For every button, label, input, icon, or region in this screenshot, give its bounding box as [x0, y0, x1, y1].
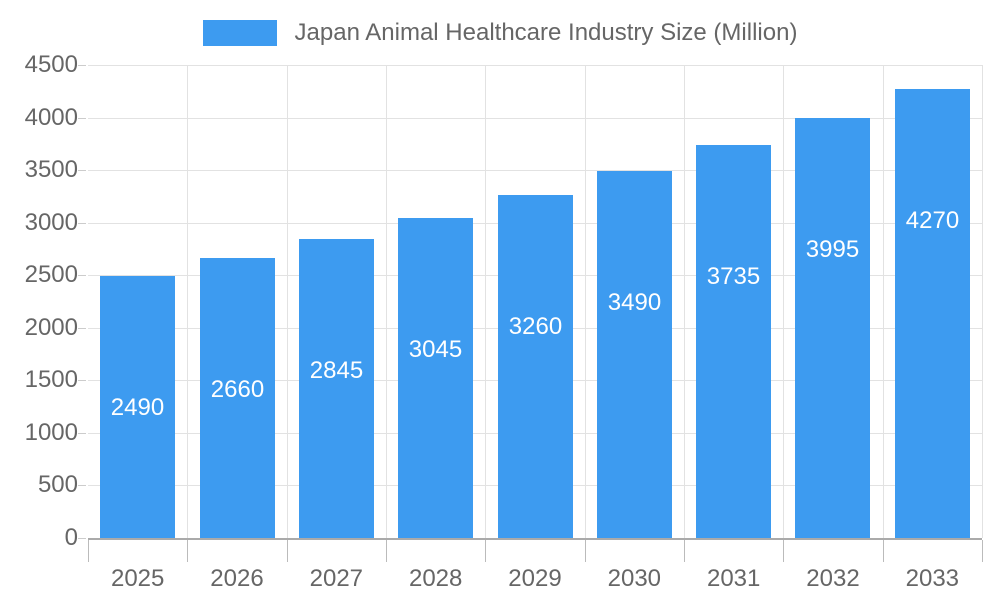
y-axis-tick-label: 2000: [24, 313, 78, 341]
y-axis-tick-label: 1000: [24, 418, 78, 446]
x-axis-tick: [684, 540, 685, 562]
y-gridline: [88, 170, 982, 172]
y-axis-tick: [78, 275, 86, 277]
x-gridline: [287, 65, 288, 538]
x-axis-tick: [783, 540, 784, 562]
y-axis-tick: [78, 380, 86, 382]
chart-legend[interactable]: Japan Animal Healthcare Industry Size (M…: [0, 14, 1000, 52]
x-gridline: [386, 65, 387, 538]
x-axis-tick-label: 2032: [806, 565, 860, 592]
bar[interactable]: [795, 118, 870, 538]
x-gridline: [585, 65, 586, 538]
x-axis-line: [88, 538, 982, 540]
y-axis-tick: [78, 485, 86, 487]
x-axis-tick-label: 2033: [905, 565, 960, 592]
bar[interactable]: [895, 89, 970, 538]
y-axis-tick-label: 3500: [24, 156, 78, 184]
y-axis-labels: 0 500 1000 1500 2000 2500 3000 3500 4000 4500: [0, 0, 78, 600]
y-axis-tick-label: 4500: [24, 51, 78, 78]
y-axis-tick: [78, 432, 86, 434]
x-axis-tick-label: 2030: [607, 565, 662, 592]
bar[interactable]: [100, 276, 175, 538]
y-axis-tick: [78, 538, 86, 539]
legend-color-swatch[interactable]: [202, 20, 277, 46]
x-axis-tick: [386, 540, 387, 562]
x-gridline: [684, 65, 685, 538]
y-axis-tick: [78, 117, 86, 119]
x-gridline: [783, 65, 784, 538]
x-axis-tick-label: 2026: [210, 565, 264, 592]
bar[interactable]: [398, 217, 473, 538]
y-axis-tick-label: 2500: [24, 261, 78, 289]
y-axis-tick: [78, 170, 86, 172]
y-axis-tick-label: 3000: [24, 208, 78, 236]
x-gridline: [187, 65, 188, 538]
legend-series-label: Japan Animal Healthcare Industry Size (M…: [294, 19, 798, 46]
x-gridline: [982, 65, 983, 538]
x-gridline: [485, 65, 486, 538]
y-gridline: [88, 117, 982, 119]
x-axis-tick-label: 2029: [508, 565, 562, 592]
y-axis-tick: [78, 327, 86, 329]
x-axis-tick: [287, 540, 288, 562]
x-axis-tick: [485, 540, 486, 562]
x-axis-tick: [187, 540, 188, 562]
x-axis-tick-label: 2031: [706, 565, 761, 592]
y-axis-tick-label: 1500: [24, 366, 78, 394]
y-axis-tick-label: 4000: [24, 103, 78, 131]
x-axis-tick: [982, 540, 983, 562]
bar[interactable]: [696, 145, 771, 538]
bar[interactable]: [200, 258, 275, 538]
x-axis-tick-label: 2028: [408, 565, 463, 592]
y-axis-tick: [78, 65, 86, 66]
x-axis-tick: [88, 540, 89, 562]
bar[interactable]: [597, 171, 672, 538]
x-axis-tick: [585, 540, 586, 562]
x-axis-tick-label: 2025: [110, 565, 165, 592]
x-axis-tick-label: 2027: [309, 565, 364, 592]
plot-area: 2490 2660 2845 3045 3260 3490 3735 3995 4270: [88, 65, 983, 538]
y-axis-tick: [78, 222, 86, 224]
bar[interactable]: [498, 195, 573, 538]
y-axis-tick-label: 0: [64, 524, 78, 551]
x-axis-tick: [883, 540, 884, 562]
bar[interactable]: [299, 238, 374, 538]
y-axis-tick-label: 500: [37, 471, 78, 499]
x-gridline: [883, 65, 884, 538]
y-gridline: [88, 65, 982, 66]
